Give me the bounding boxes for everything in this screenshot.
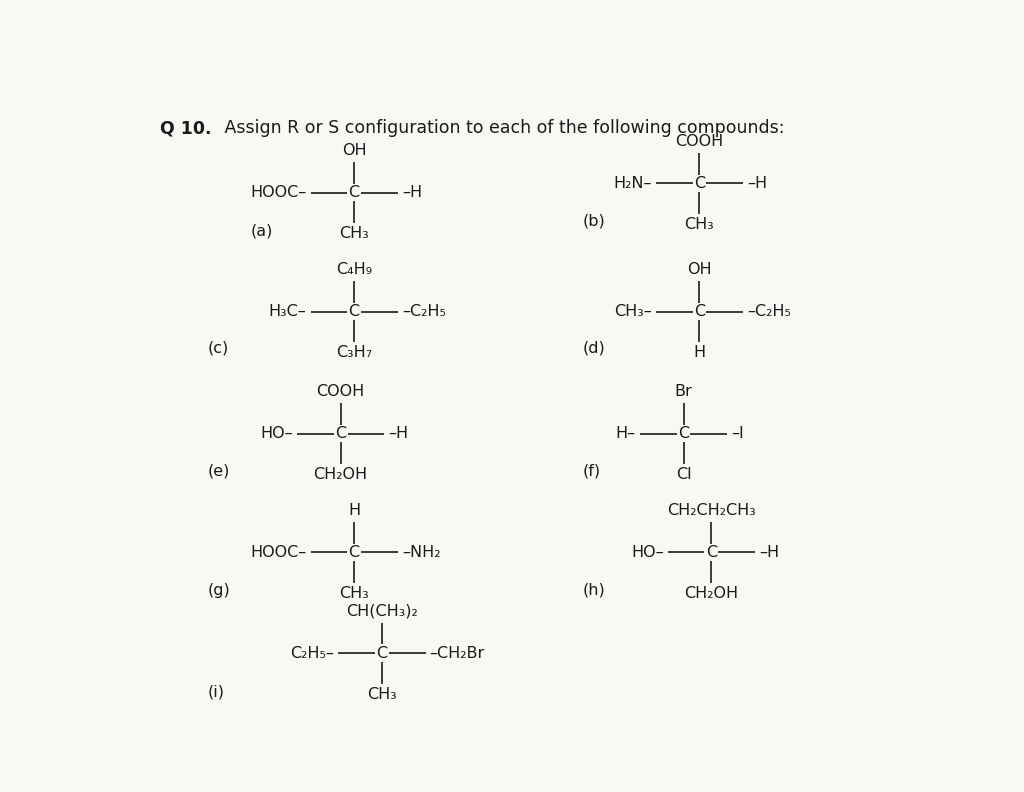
Text: C: C <box>335 426 346 441</box>
Text: OH: OH <box>342 143 367 158</box>
Text: CH₂OH: CH₂OH <box>313 467 368 482</box>
Text: H–: H– <box>615 426 636 441</box>
Text: C: C <box>348 304 359 319</box>
Text: HO–: HO– <box>260 426 293 441</box>
Text: (i): (i) <box>207 685 224 700</box>
Text: (e): (e) <box>207 464 229 479</box>
Text: CH₃: CH₃ <box>684 217 715 232</box>
Text: Assign R or S configuration to each of the following compounds:: Assign R or S configuration to each of t… <box>219 120 784 138</box>
Text: –NH₂: –NH₂ <box>401 545 440 560</box>
Text: (h): (h) <box>583 583 605 598</box>
Text: H: H <box>693 345 706 360</box>
Text: –H: –H <box>401 185 422 200</box>
Text: CH₃–: CH₃– <box>614 304 651 319</box>
Text: C₄H₉: C₄H₉ <box>336 262 373 277</box>
Text: C: C <box>348 185 359 200</box>
Text: HO–: HO– <box>631 545 664 560</box>
Text: (d): (d) <box>583 341 605 356</box>
Text: HOOC–: HOOC– <box>250 185 306 200</box>
Text: H₂N–: H₂N– <box>613 176 651 191</box>
Text: (b): (b) <box>583 214 605 229</box>
Text: H₃C–: H₃C– <box>269 304 306 319</box>
Text: –C₂H₅: –C₂H₅ <box>748 304 791 319</box>
Text: C: C <box>348 545 359 560</box>
Text: C: C <box>678 426 689 441</box>
Text: Q 10.: Q 10. <box>160 120 211 138</box>
Text: Br: Br <box>675 384 692 399</box>
Text: CH₂OH: CH₂OH <box>684 586 738 601</box>
Text: –CH₂Br: –CH₂Br <box>430 645 484 661</box>
Text: (c): (c) <box>207 341 228 356</box>
Text: CH₃: CH₃ <box>339 227 369 241</box>
Text: COOH: COOH <box>316 384 365 399</box>
Text: COOH: COOH <box>675 135 724 150</box>
Text: CH(CH₃)₂: CH(CH₃)₂ <box>346 604 418 619</box>
Text: –H: –H <box>388 426 409 441</box>
Text: C: C <box>377 645 387 661</box>
Text: –H: –H <box>759 545 779 560</box>
Text: CH₂CH₂CH₃: CH₂CH₂CH₃ <box>667 503 756 518</box>
Text: CH₃: CH₃ <box>339 586 369 601</box>
Text: CH₃: CH₃ <box>367 687 397 702</box>
Text: C₃H₇: C₃H₇ <box>336 345 373 360</box>
Text: C: C <box>694 176 705 191</box>
Text: H: H <box>348 503 360 518</box>
Text: –C₂H₅: –C₂H₅ <box>401 304 445 319</box>
Text: (g): (g) <box>207 583 230 598</box>
Text: (f): (f) <box>583 464 601 479</box>
Text: –I: –I <box>731 426 743 441</box>
Text: C: C <box>706 545 717 560</box>
Text: C₂H₅–: C₂H₅– <box>291 645 334 661</box>
Text: (a): (a) <box>251 223 273 238</box>
Text: HOOC–: HOOC– <box>250 545 306 560</box>
Text: OH: OH <box>687 262 712 277</box>
Text: C: C <box>694 304 705 319</box>
Text: –H: –H <box>748 176 767 191</box>
Text: Cl: Cl <box>676 467 691 482</box>
